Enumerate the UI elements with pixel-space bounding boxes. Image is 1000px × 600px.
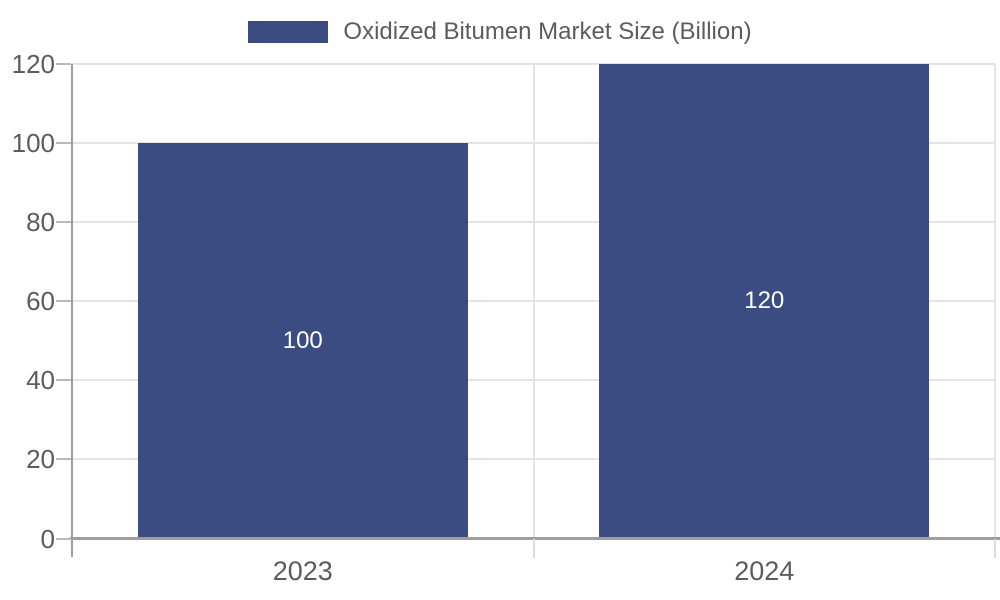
y-tick <box>56 300 71 302</box>
legend-label: Oxidized Bitumen Market Size (Billion) <box>343 18 752 45</box>
y-tick-label: 20 <box>26 444 55 475</box>
y-tick-label: 80 <box>26 206 55 237</box>
bar-2023 <box>137 142 468 539</box>
y-tick <box>56 141 71 144</box>
y-axis-line <box>71 63 73 557</box>
y-tick <box>56 62 71 65</box>
y-tick-label: 40 <box>26 365 55 396</box>
y-tick-label: 100 <box>11 127 55 158</box>
bar-value-label: 120 <box>744 287 785 314</box>
y-tick-label: 60 <box>26 286 55 316</box>
x-axis-line <box>70 537 1000 540</box>
x-tick <box>532 539 535 558</box>
legend: Oxidized Bitumen Market Size (Billion) <box>0 18 1000 46</box>
y-tick <box>56 537 71 540</box>
bar-value-label: 100 <box>282 326 323 354</box>
y-tick <box>56 379 71 382</box>
y-tick-label: 120 <box>11 48 55 79</box>
y-tick <box>56 220 71 223</box>
y-tick <box>56 458 71 461</box>
x-gridline <box>532 63 535 539</box>
legend-swatch <box>248 21 329 43</box>
x-tick-label: 2024 <box>734 556 795 586</box>
x-gridline <box>994 63 996 539</box>
x-tick <box>994 539 996 558</box>
y-tick-label: 0 <box>40 523 55 554</box>
bar-2024 <box>599 63 930 539</box>
x-tick-label: 2023 <box>272 556 333 586</box>
